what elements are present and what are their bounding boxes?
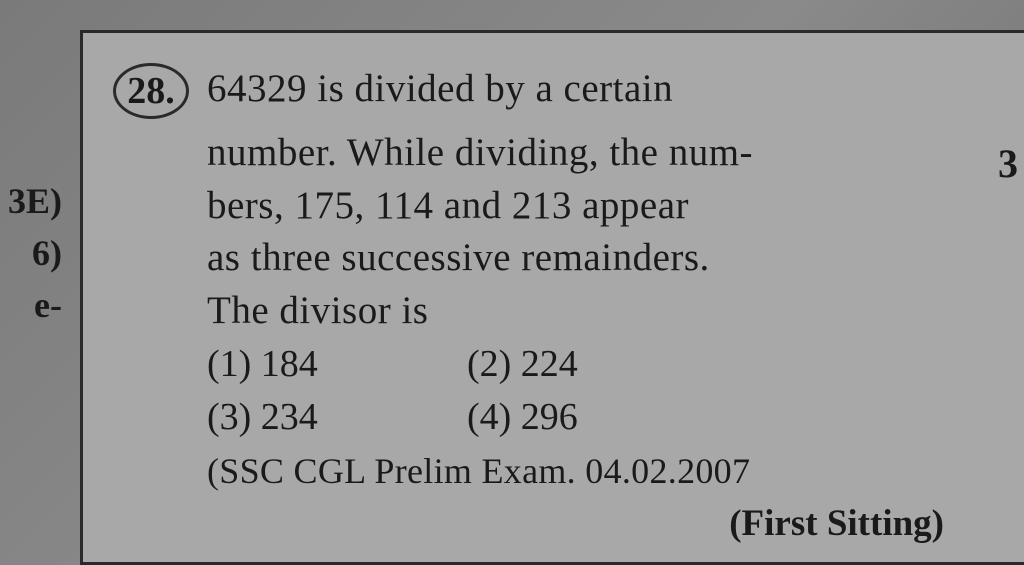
source-sitting: (First Sitting) (113, 502, 944, 545)
option-4: (4) 296 (467, 391, 984, 444)
question-line-2: number. While dividing, the num- (207, 127, 984, 180)
right-edge-text: 3 (998, 140, 1024, 187)
option-2: (2) 224 (467, 338, 984, 391)
option-1: (1) 184 (207, 338, 467, 391)
question-line-4: as three successive remainders. (207, 232, 984, 285)
options-row-1: (1) 184 (2) 224 (207, 338, 984, 391)
option-3: (3) 234 (207, 391, 467, 444)
question-number: 28. (113, 63, 189, 119)
question-line-5: The divisor is (207, 285, 984, 338)
left-margin: 3E) 6) e- (0, 0, 70, 565)
source-exam: (SSC CGL Prelim Exam. 04.02.2007 (207, 444, 984, 498)
question-line-1: 64329 is divided by a certain (207, 63, 673, 116)
margin-label-3: e- (0, 284, 62, 326)
options-row-2: (3) 234 (4) 296 (207, 391, 984, 444)
margin-label-2: 6) (0, 232, 62, 274)
question-line-3: bers, 175, 114 and 213 appear (207, 180, 984, 233)
page-container: 3E) 6) e- 28. 64329 is divided by a cert… (0, 0, 1024, 565)
question-box: 28. 64329 is divided by a certain number… (80, 30, 1024, 565)
margin-label-1: 3E) (0, 180, 62, 222)
question-header: 28. 64329 is divided by a certain (113, 63, 984, 119)
